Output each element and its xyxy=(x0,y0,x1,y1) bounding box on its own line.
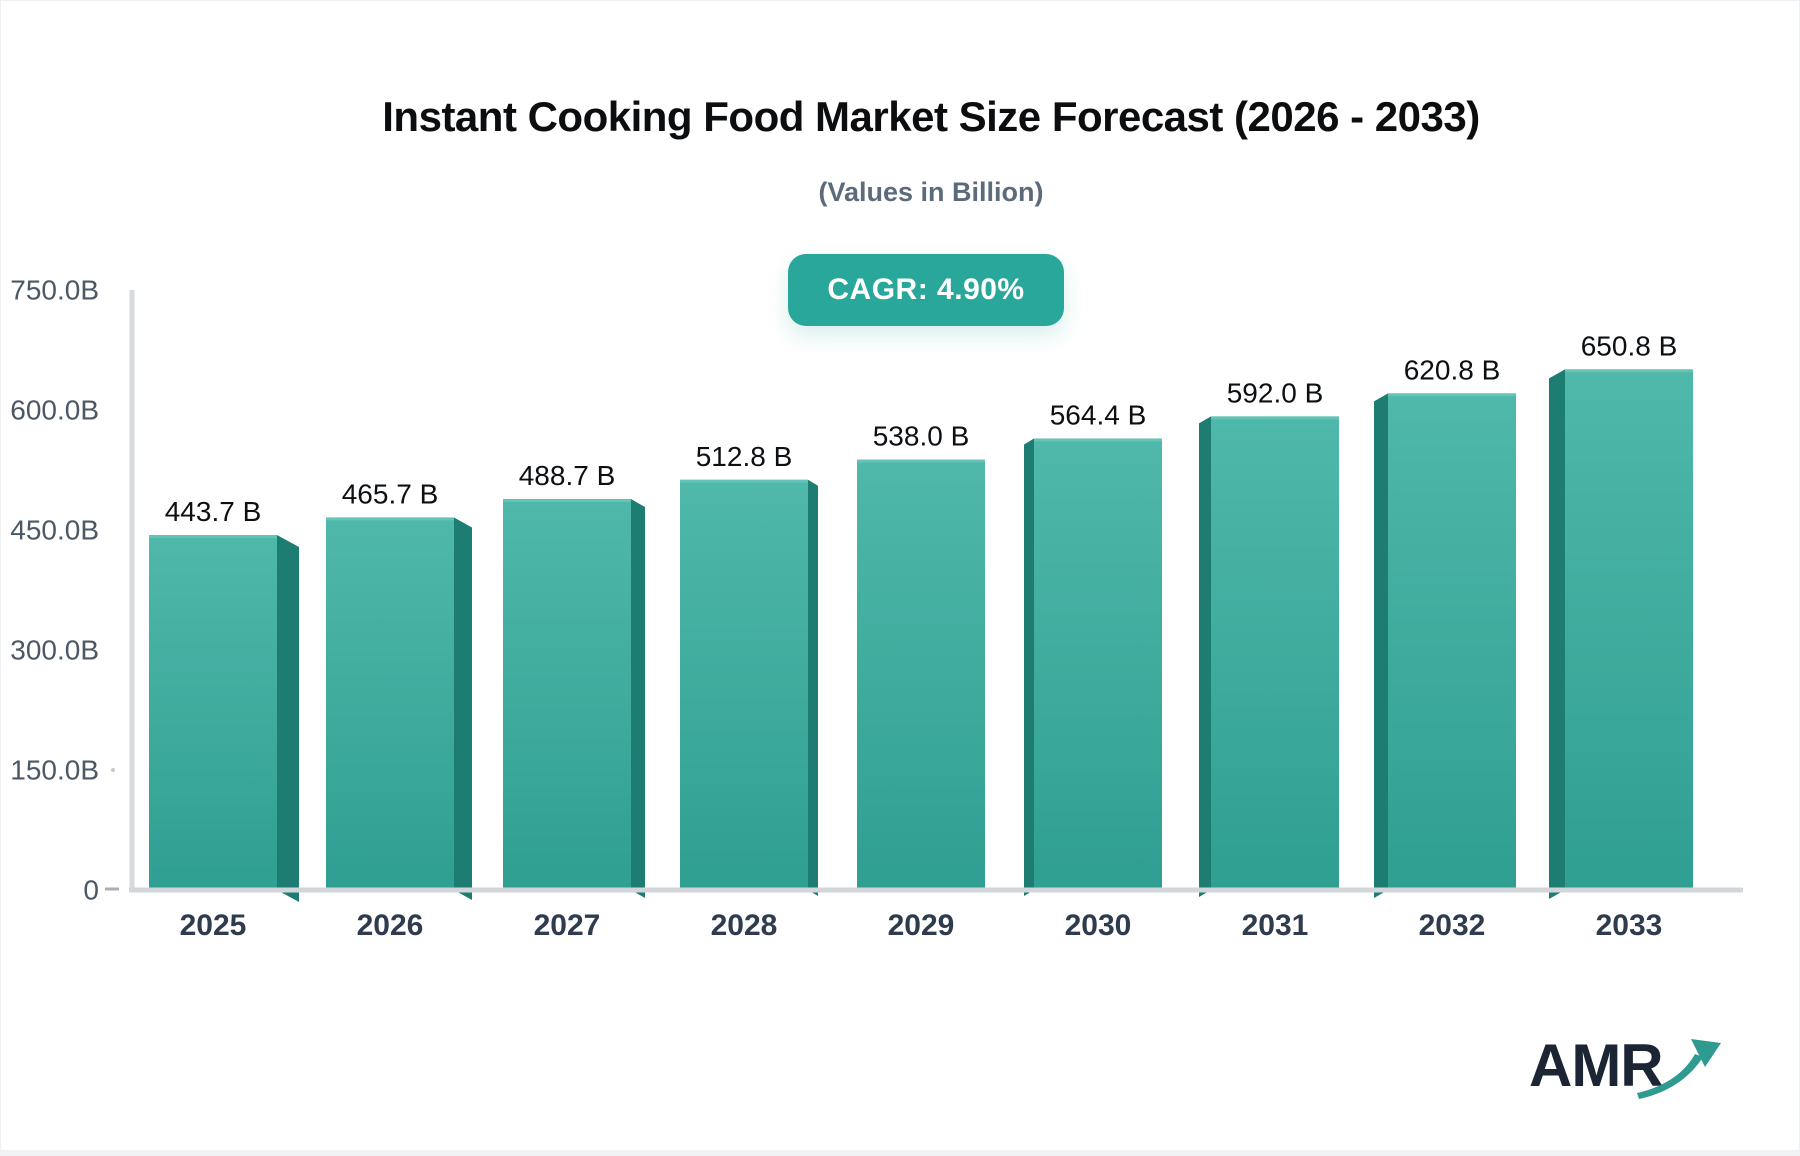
bar-2032 xyxy=(1374,393,1516,898)
bar-side-face xyxy=(1024,438,1034,896)
bar-side-face xyxy=(277,535,299,902)
y-axis-tick-label: 750.0B xyxy=(10,275,99,306)
x-axis-label: 2027 xyxy=(534,909,601,942)
trend-up-arrow-icon xyxy=(1637,1039,1721,1099)
bar-2031 xyxy=(1199,416,1339,897)
bar-2025 xyxy=(149,535,299,902)
x-axis-label: 2026 xyxy=(357,909,424,942)
y-axis-tick-dot xyxy=(111,768,115,772)
y-axis-tick-label: 150.0B xyxy=(10,755,99,786)
amr-logo-text: AMR xyxy=(1529,1032,1664,1099)
bar-2033 xyxy=(1549,369,1693,899)
bar-front-face xyxy=(326,517,454,890)
bar-2026 xyxy=(326,517,472,900)
page-title: Instant Cooking Food Market Size Forecas… xyxy=(382,93,1480,140)
bar-2028 xyxy=(680,479,818,896)
bar-top-edge xyxy=(503,499,631,503)
page-subtitle: (Values in Billion) xyxy=(818,177,1044,207)
bar-value-label: 620.8 B xyxy=(1404,354,1501,385)
x-axis-label: 2029 xyxy=(888,909,955,942)
bar-front-face xyxy=(1388,393,1516,890)
x-axis-label: 2028 xyxy=(711,909,778,942)
bar-front-face xyxy=(503,499,631,890)
x-axis-label: 2032 xyxy=(1419,909,1486,942)
bar-top-edge xyxy=(326,517,454,521)
bar-front-face xyxy=(857,459,985,890)
bar-side-face xyxy=(454,517,472,900)
bar-top-edge xyxy=(149,535,277,539)
bar-top-edge xyxy=(1034,438,1162,442)
bar-top-edge xyxy=(1565,369,1693,373)
bar-2027 xyxy=(503,499,645,898)
bar-side-face xyxy=(631,499,645,898)
cagr-badge: CAGR: 4.90% xyxy=(788,254,1064,326)
bar-front-face xyxy=(149,535,277,890)
x-axis-label: 2033 xyxy=(1596,909,1663,942)
y-axis-tick-label: 300.0B xyxy=(10,635,99,666)
bottom-edge xyxy=(1,1150,1799,1155)
bar-value-label: 650.8 B xyxy=(1581,330,1678,361)
bar-side-face xyxy=(1374,393,1388,898)
amr-logo: AMR xyxy=(1529,1031,1729,1111)
bar-value-label: 465.7 B xyxy=(342,478,439,509)
bar-value-label: 488.7 B xyxy=(519,460,616,491)
y-axis-tick-label: 0 xyxy=(83,875,99,906)
y-axis-tick-label: 600.0B xyxy=(10,395,99,426)
bar-value-label: 564.4 B xyxy=(1050,399,1147,430)
bar-top-edge xyxy=(857,459,985,463)
x-axis-label: 2031 xyxy=(1242,909,1309,942)
y-axis-tick-label: 450.0B xyxy=(10,515,99,546)
bar-value-label: 592.0 B xyxy=(1227,377,1324,408)
bar-top-edge xyxy=(1388,393,1516,397)
bar-front-face xyxy=(1034,438,1162,890)
bar-2029 xyxy=(857,459,985,890)
bar-value-label: 443.7 B xyxy=(165,496,262,527)
cagr-badge-label: CAGR: 4.90% xyxy=(827,273,1025,306)
bar-side-face xyxy=(1549,369,1565,899)
x-axis-label: 2030 xyxy=(1065,909,1132,942)
bar-front-face xyxy=(1565,369,1693,890)
bar-value-label: 512.8 B xyxy=(696,441,793,472)
bar-top-edge xyxy=(680,479,808,483)
bar-front-face xyxy=(680,479,808,890)
bar-side-face xyxy=(1199,416,1211,897)
bar-front-face xyxy=(1211,416,1339,890)
bar-value-label: 538.0 B xyxy=(873,421,970,452)
bar-side-face xyxy=(808,479,818,896)
bar-2030 xyxy=(1024,438,1162,896)
bar-top-edge xyxy=(1211,416,1339,420)
x-axis-label: 2025 xyxy=(180,909,247,942)
